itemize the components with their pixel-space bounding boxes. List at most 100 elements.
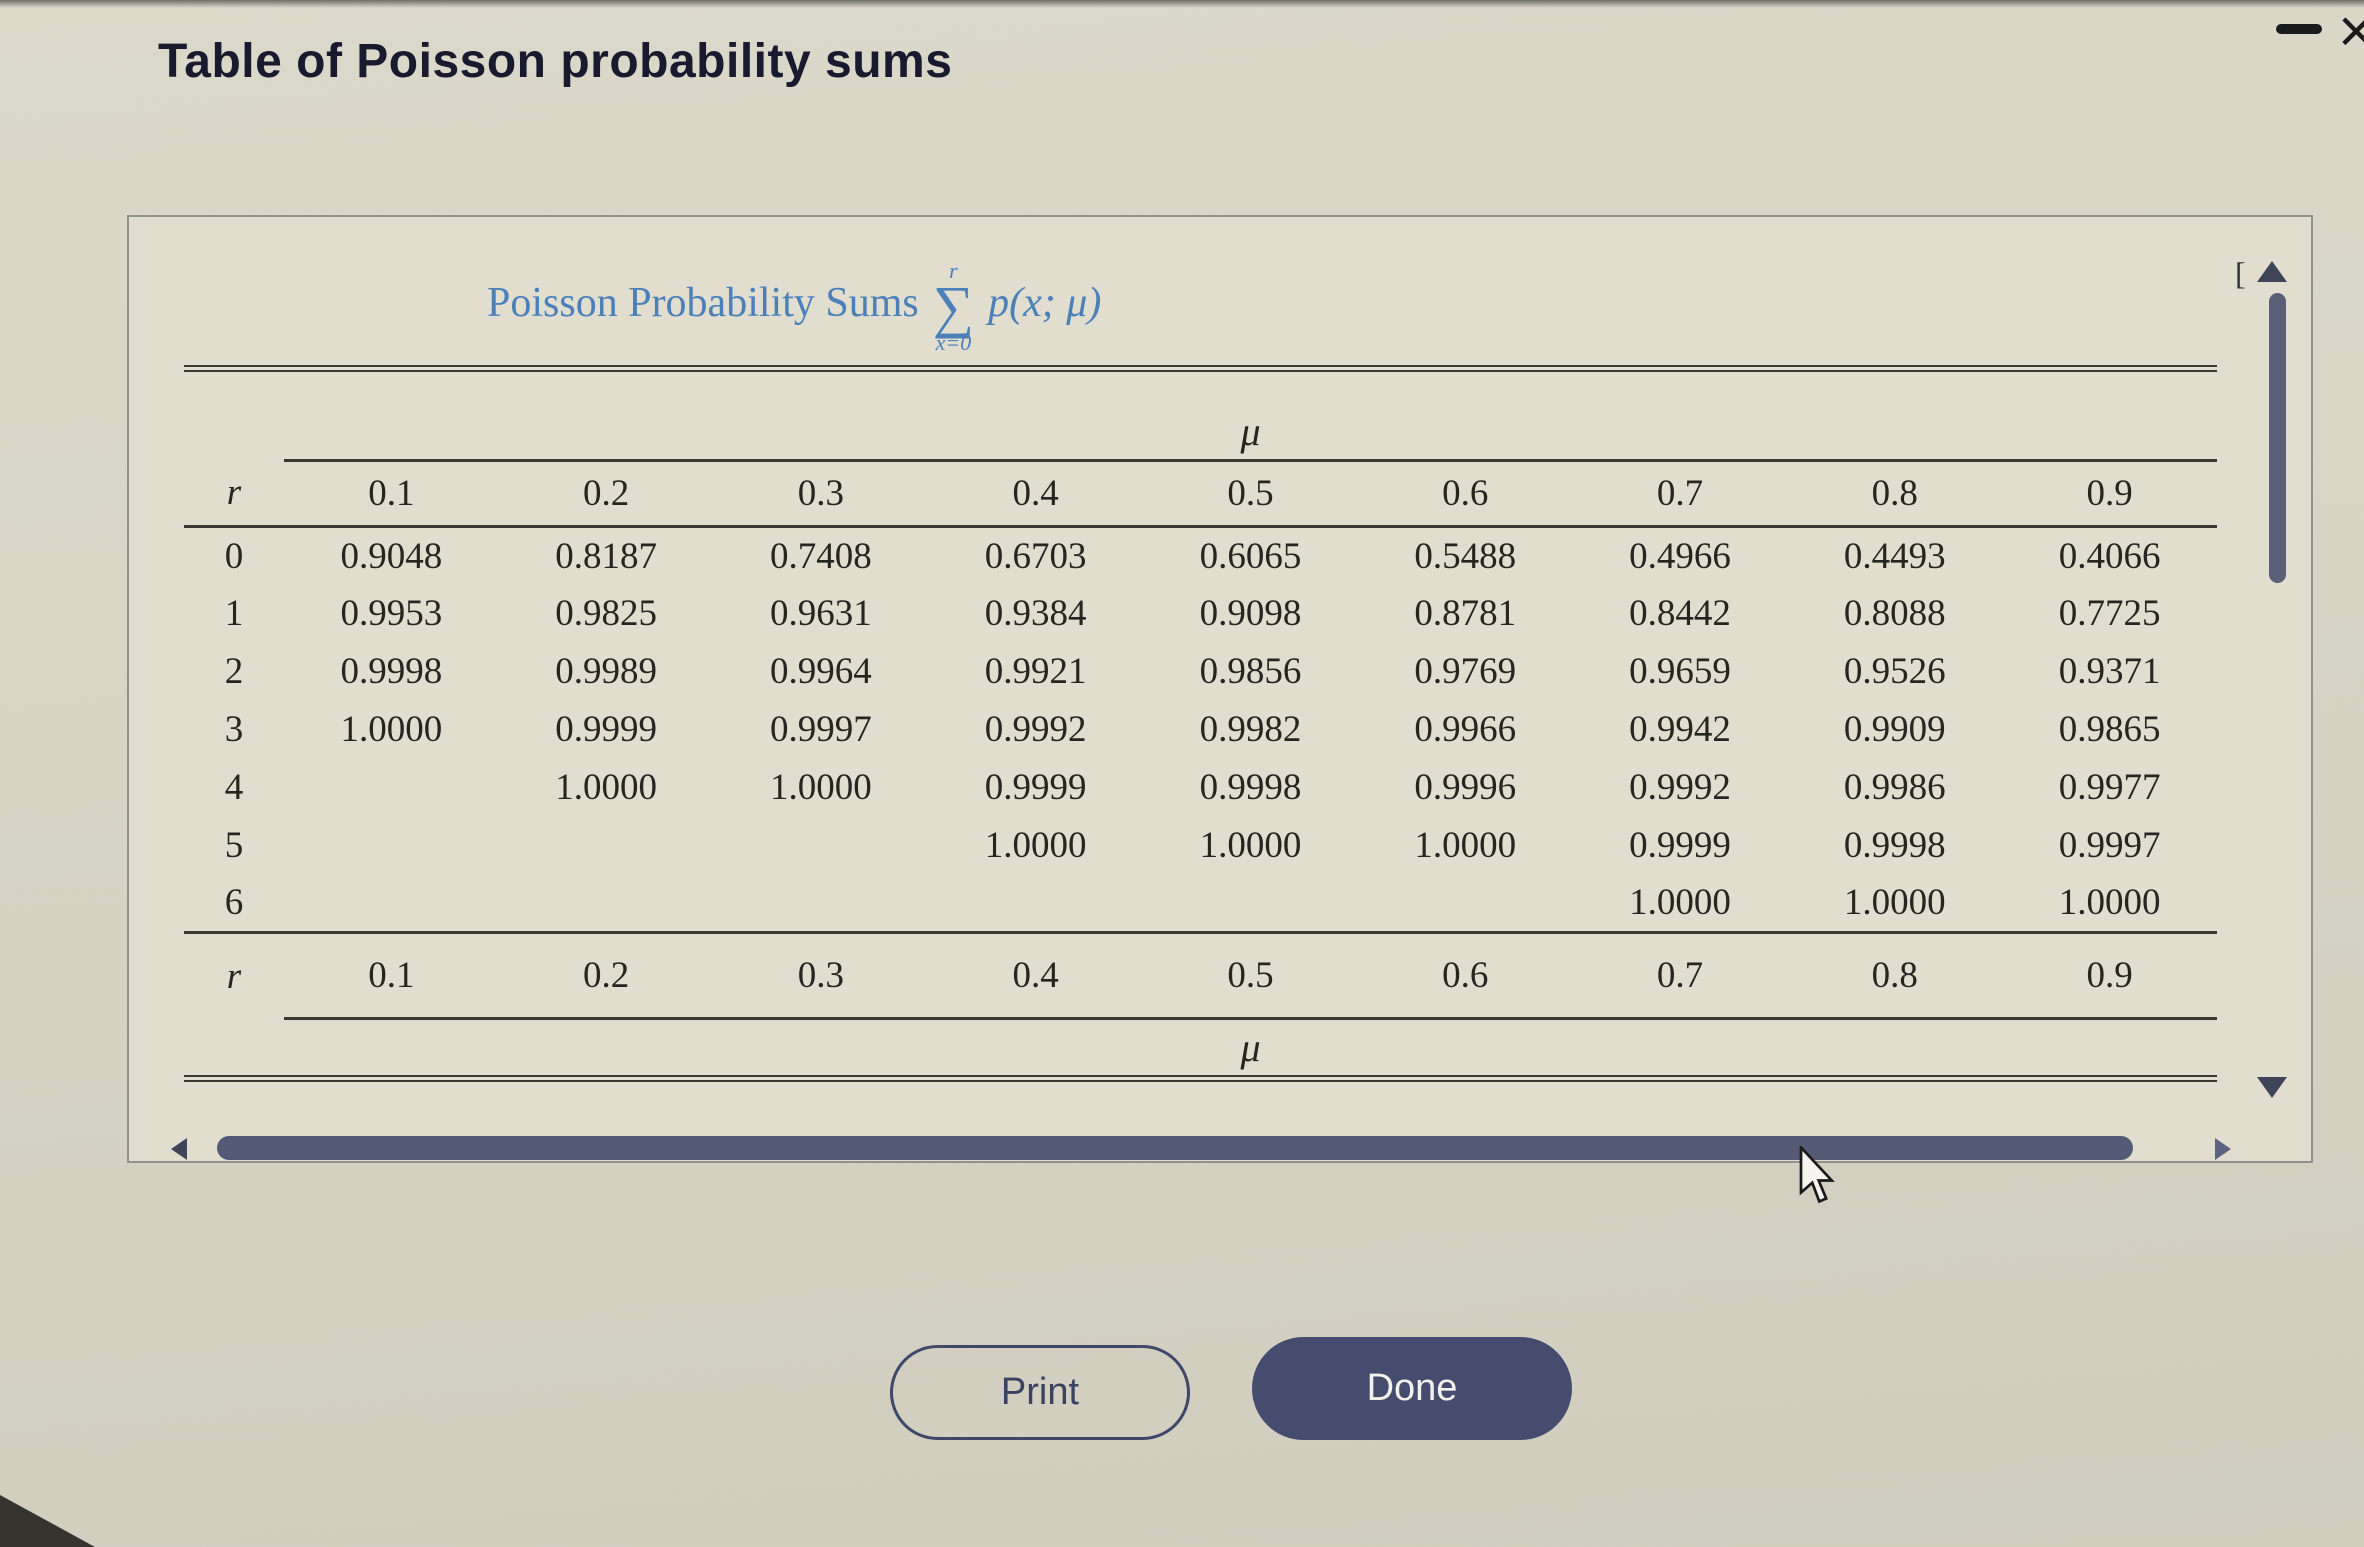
column-header: 0.6 bbox=[1357, 460, 1573, 528]
photo-top-edge bbox=[0, 0, 2364, 8]
value-cell: 1.0000 bbox=[2058, 882, 2161, 924]
horizontal-scroll-thumb[interactable] bbox=[217, 1136, 2133, 1160]
value-cell: 0.6065 bbox=[1199, 535, 1302, 577]
value-cell bbox=[284, 759, 499, 817]
sigma-symbol: ∑ bbox=[932, 274, 975, 340]
table-row: 0 0.9048 0.8187 0.7408 0.6703 0.6065 0.5… bbox=[184, 527, 2217, 585]
value-cell: 0.4493 bbox=[1843, 535, 1946, 577]
sum-lower-limit: x=0 bbox=[935, 330, 972, 356]
sum-upper-limit: r bbox=[949, 258, 958, 283]
table-caption: Poisson Probability Sums r ∑ x=0 p(x; μ) bbox=[487, 255, 1102, 355]
value-cell: 1.0000 bbox=[340, 709, 443, 750]
poisson-table-panel: Poisson Probability Sums r ∑ x=0 p(x; μ)… bbox=[127, 215, 2313, 1163]
value-cell: 0.4966 bbox=[1629, 535, 1731, 577]
value-cell bbox=[928, 875, 1143, 933]
done-button[interactable]: Done bbox=[1252, 1337, 1572, 1440]
value-cell: 0.8088 bbox=[1843, 593, 1946, 634]
scroll-left-icon[interactable] bbox=[171, 1138, 187, 1160]
scroll-up-icon[interactable] bbox=[2257, 261, 2287, 282]
value-cell: 0.9998 bbox=[1843, 825, 1946, 866]
value-cell bbox=[714, 875, 929, 933]
column-header: 0.7 bbox=[1572, 460, 1788, 528]
value-cell: 0.9998 bbox=[340, 651, 443, 692]
value-cell: 0.9996 bbox=[1414, 767, 1517, 808]
summation-icon: r ∑ x=0 bbox=[932, 258, 975, 356]
close-icon[interactable]: × bbox=[2338, 0, 2364, 66]
row-label: 0 bbox=[224, 535, 244, 577]
scroll-right-icon[interactable] bbox=[2215, 1138, 2231, 1160]
footer-column-header: 0.6 bbox=[1357, 931, 1573, 1020]
value-cell: 0.9942 bbox=[1629, 709, 1731, 750]
table-row: 1 0.9953 0.9825 0.9631 0.9384 0.9098 0.8… bbox=[184, 585, 2217, 643]
value-cell: 0.8442 bbox=[1629, 593, 1731, 634]
table-row: 2 0.9998 0.9989 0.9964 0.9921 0.9856 0.9… bbox=[184, 643, 2217, 701]
footer-column-header: 0.9 bbox=[2002, 931, 2217, 1020]
r-column-header: r bbox=[184, 460, 284, 528]
value-cell bbox=[499, 817, 714, 875]
column-header: 0.9 bbox=[2002, 460, 2217, 528]
row-label: 1 bbox=[224, 593, 244, 634]
value-cell: 0.5488 bbox=[1414, 535, 1517, 577]
value-cell: 0.9953 bbox=[340, 593, 443, 634]
value-cell: 1.0000 bbox=[770, 767, 872, 808]
value-cell: 0.9909 bbox=[1843, 709, 1946, 750]
footer-column-header: 0.4 bbox=[928, 931, 1144, 1020]
value-cell bbox=[284, 817, 499, 875]
value-cell: 0.4066 bbox=[2058, 535, 2161, 577]
table-row: 5 1.0000 1.0000 1.0000 0.9999 0.9998 0.9… bbox=[184, 817, 2217, 875]
table-row: 3 1.0000 0.9999 0.9997 0.9992 0.9982 0.9… bbox=[184, 701, 2217, 759]
mu-footer-row: μ bbox=[184, 1019, 2217, 1079]
value-cell: 0.9371 bbox=[2058, 651, 2161, 692]
table-footer-row: r 0.1 0.2 0.3 0.4 0.5 0.6 0.7 0.8 0.9 bbox=[184, 931, 2217, 1020]
value-cell: 0.9999 bbox=[1629, 825, 1731, 866]
value-cell: 0.9825 bbox=[555, 593, 658, 634]
page-title: Table of Poisson probability sums bbox=[158, 35, 953, 88]
print-button[interactable]: Print bbox=[890, 1345, 1190, 1440]
value-cell: 0.9966 bbox=[1414, 709, 1517, 750]
row-label: 2 bbox=[224, 651, 244, 692]
value-cell: 0.9999 bbox=[555, 709, 658, 750]
r-column-footer: r bbox=[184, 931, 284, 1019]
value-cell: 0.9982 bbox=[1199, 709, 1302, 750]
value-cell: 0.7408 bbox=[770, 535, 872, 577]
footer-column-header: 0.7 bbox=[1572, 931, 1788, 1020]
value-cell: 1.0000 bbox=[555, 767, 658, 808]
value-cell: 1.0000 bbox=[1629, 882, 1731, 924]
row-label: 4 bbox=[224, 767, 244, 808]
table-row: 4 1.0000 1.0000 0.9999 0.9998 0.9996 0.9… bbox=[184, 759, 2217, 817]
value-cell: 1.0000 bbox=[1199, 825, 1302, 866]
value-cell bbox=[1143, 875, 1358, 933]
photo-corner-artifact bbox=[0, 1495, 95, 1547]
value-cell: 1.0000 bbox=[1843, 882, 1946, 924]
poisson-table: μ r 0.1 0.2 0.3 0.4 0.5 0.6 0.7 0.8 0.9 … bbox=[184, 365, 2217, 1082]
value-cell: 0.9999 bbox=[984, 767, 1087, 808]
value-cell: 0.9098 bbox=[1199, 593, 1302, 634]
value-cell: 0.9856 bbox=[1199, 651, 1302, 692]
value-cell: 0.9048 bbox=[340, 535, 443, 577]
scrollbar-bracket-mark: [ bbox=[2235, 255, 2246, 291]
vertical-scroll-thumb[interactable] bbox=[2269, 293, 2286, 583]
footer-column-header: 0.1 bbox=[284, 931, 499, 1020]
value-cell: 0.9989 bbox=[555, 651, 658, 692]
value-cell: 0.6703 bbox=[984, 535, 1087, 577]
caption-text: Poisson Probability Sums bbox=[487, 279, 919, 326]
column-header: 0.3 bbox=[713, 460, 929, 528]
row-label: 3 bbox=[224, 709, 244, 750]
value-cell: 1.0000 bbox=[984, 825, 1087, 866]
table-row: 6 1.0000 1.0000 1.0000 bbox=[184, 875, 2217, 933]
row-label: 5 bbox=[224, 825, 244, 866]
value-cell bbox=[499, 875, 714, 933]
value-cell: 0.9384 bbox=[984, 593, 1087, 634]
value-cell: 0.9921 bbox=[984, 651, 1087, 692]
value-cell: 0.9865 bbox=[2058, 709, 2161, 750]
value-cell: 0.9998 bbox=[1199, 767, 1302, 808]
value-cell: 1.0000 bbox=[1414, 825, 1517, 866]
value-cell: 0.9986 bbox=[1843, 767, 1946, 808]
value-cell: 0.8187 bbox=[555, 535, 658, 577]
scroll-down-icon[interactable] bbox=[2257, 1077, 2287, 1098]
caption-formula: p(x; μ) bbox=[988, 279, 1102, 326]
minimize-icon[interactable] bbox=[2276, 24, 2322, 34]
footer-column-header: 0.8 bbox=[1787, 931, 2003, 1020]
value-cell: 0.9997 bbox=[2058, 825, 2161, 866]
footer-column-header: 0.5 bbox=[1143, 931, 1358, 1020]
